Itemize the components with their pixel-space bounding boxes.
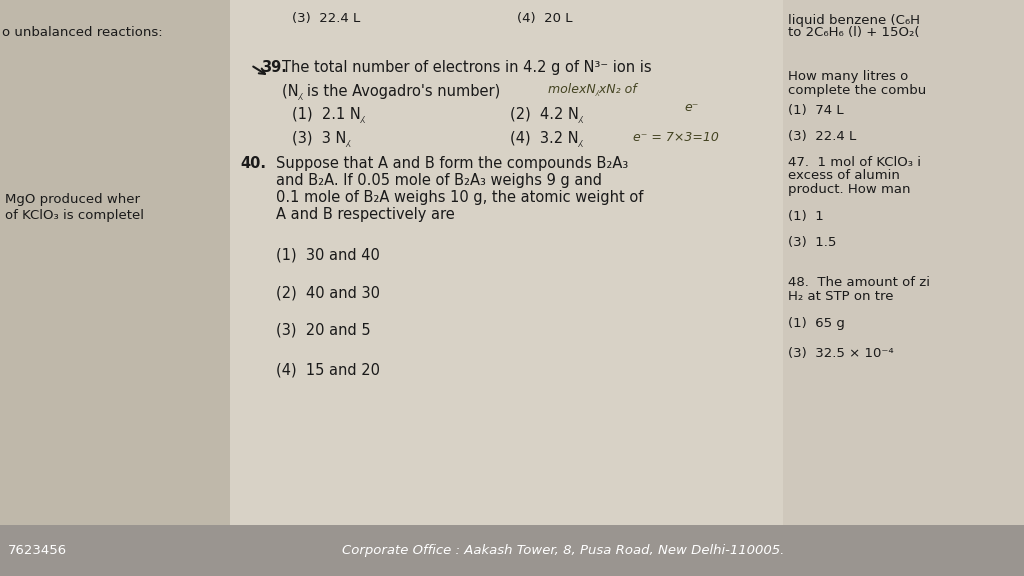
Text: (3)  22.4 L: (3) 22.4 L [292,12,360,25]
Text: to 2C₆H₆ (l) + 15O₂(: to 2C₆H₆ (l) + 15O₂( [788,26,920,39]
Text: (1)  65 g: (1) 65 g [788,317,846,330]
Text: (3)  22.4 L: (3) 22.4 L [788,130,857,143]
Text: (4)  20 L: (4) 20 L [517,12,572,25]
Text: 0.1 mole of B₂A weighs 10 g, the atomic weight of: 0.1 mole of B₂A weighs 10 g, the atomic … [276,190,644,205]
Text: 7623456: 7623456 [8,544,68,557]
Text: MgO produced wher: MgO produced wher [5,193,140,206]
Text: e⁻ = 7×3=10: e⁻ = 7×3=10 [633,131,719,145]
Text: liquid benzene (C₆H: liquid benzene (C₆H [788,14,921,28]
Text: How many litres o: How many litres o [788,70,908,84]
Text: 40.: 40. [241,156,266,170]
Text: (3)  32.5 × 10⁻⁴: (3) 32.5 × 10⁻⁴ [788,347,894,360]
Text: 39.: 39. [261,60,287,75]
FancyBboxPatch shape [0,525,1024,576]
Text: (2)  40 and 30: (2) 40 and 30 [276,285,381,300]
Text: and B₂A. If 0.05 mole of B₂A₃ weighs 9 g and: and B₂A. If 0.05 mole of B₂A₃ weighs 9 g… [276,173,602,188]
Text: 47.  1 mol of KClO₃ i: 47. 1 mol of KClO₃ i [788,156,922,169]
Text: e⁻: e⁻ [684,101,698,114]
Text: product. How man: product. How man [788,183,911,196]
Text: H₂ at STP on tre: H₂ at STP on tre [788,290,894,304]
Text: (3)  1.5: (3) 1.5 [788,236,837,249]
Text: (1)  2.1 N⁁: (1) 2.1 N⁁ [292,107,365,123]
Text: (4)  3.2 N⁁: (4) 3.2 N⁁ [510,131,583,147]
FancyBboxPatch shape [0,0,230,525]
Text: (3)  3 N⁁: (3) 3 N⁁ [292,131,350,147]
Text: (1)  30 and 40: (1) 30 and 40 [276,248,380,263]
Text: Suppose that A and B form the compounds B₂A₃: Suppose that A and B form the compounds … [276,156,629,170]
Text: Corporate Office : Aakash Tower, 8, Pusa Road, New Delhi-110005.: Corporate Office : Aakash Tower, 8, Pusa… [342,544,784,557]
Text: (2)  4.2 N⁁: (2) 4.2 N⁁ [510,107,583,123]
Text: o unbalanced reactions:: o unbalanced reactions: [2,26,163,39]
FancyBboxPatch shape [783,0,1024,525]
Text: (1)  74 L: (1) 74 L [788,104,844,117]
Text: excess of alumin: excess of alumin [788,169,900,183]
Text: (4)  15 and 20: (4) 15 and 20 [276,363,381,378]
Text: complete the combu: complete the combu [788,84,927,97]
Text: 48.  The amount of zi: 48. The amount of zi [788,276,931,290]
Text: (3)  20 and 5: (3) 20 and 5 [276,323,371,338]
Text: molexN⁁xN₂ of: molexN⁁xN₂ of [548,83,637,96]
Text: of KClO₃ is completel: of KClO₃ is completel [5,209,144,222]
Text: A and B respectively are: A and B respectively are [276,207,456,222]
Text: (1)  1: (1) 1 [788,210,824,223]
Text: The total number of electrons in 4.2 g of N³⁻ ion is: The total number of electrons in 4.2 g o… [282,60,651,75]
Text: (N⁁ is the Avogadro's number): (N⁁ is the Avogadro's number) [282,84,500,100]
FancyBboxPatch shape [230,0,783,525]
